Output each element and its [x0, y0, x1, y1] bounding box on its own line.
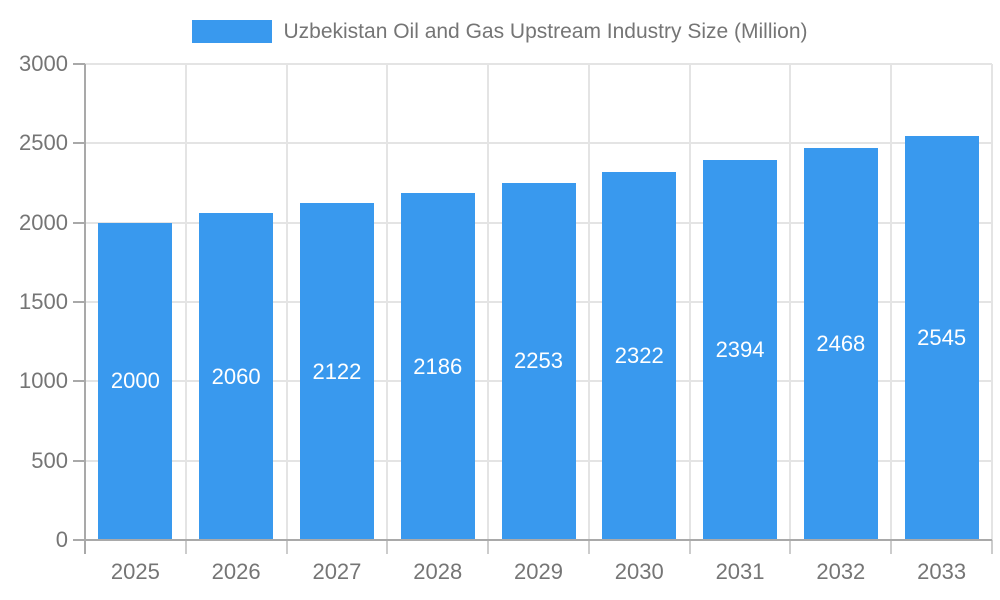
x-axis-tick	[386, 540, 389, 554]
chart-legend: Uzbekistan Oil and Gas Upstream Industry…	[0, 20, 1000, 43]
x-axis-label: 2032	[816, 559, 866, 584]
y-axis-tick	[73, 63, 85, 65]
y-axis-tick	[73, 301, 85, 303]
bar-value-label: 2253	[514, 348, 563, 374]
bar-value-label: 2394	[715, 337, 765, 363]
bar[interactable]	[904, 136, 979, 540]
gridline-horizontal	[85, 63, 992, 65]
gridline-vertical	[688, 64, 691, 540]
gridline-vertical	[487, 64, 490, 540]
y-axis-label: 2000	[19, 209, 68, 235]
gridline-vertical	[386, 64, 389, 540]
y-axis-label: 3000	[19, 51, 68, 76]
x-axis-label: 2033	[917, 559, 967, 584]
y-axis-tick	[73, 221, 85, 224]
x-axis-tick	[487, 540, 490, 554]
y-axis-tick	[73, 459, 85, 462]
x-axis-tick	[184, 540, 187, 554]
y-axis-label: 0	[55, 527, 68, 552]
y-axis-label: 1000	[19, 368, 68, 394]
bar[interactable]	[602, 171, 677, 540]
bar-value-label: 2468	[816, 331, 866, 357]
x-axis-label: 2028	[413, 559, 463, 584]
gridline-vertical	[890, 64, 893, 540]
x-axis-label: 2025	[110, 559, 160, 584]
y-axis-label: 2500	[19, 130, 68, 156]
x-axis-tick	[285, 540, 288, 554]
bar-value-label: 2186	[413, 353, 463, 379]
bar[interactable]	[400, 193, 475, 540]
bar[interactable]	[803, 148, 878, 540]
gridline-horizontal	[85, 142, 992, 145]
y-axis-label: 1500	[19, 289, 68, 314]
bar[interactable]	[703, 160, 778, 540]
bar[interactable]	[98, 222, 173, 540]
x-axis-label: 2030	[614, 559, 664, 584]
x-axis-tick	[587, 540, 590, 554]
bar[interactable]	[299, 203, 374, 540]
bar-value-label: 2545	[917, 325, 967, 351]
chart-title: Uzbekistan Oil and Gas Upstream Industry…	[283, 20, 808, 43]
x-axis-tick	[991, 540, 993, 554]
bar[interactable]	[199, 213, 274, 540]
y-axis-line	[84, 64, 86, 554]
x-axis-label: 2026	[211, 559, 261, 584]
x-axis-label: 2031	[715, 559, 765, 584]
gridline-vertical	[991, 64, 993, 540]
gridline-vertical	[789, 64, 792, 540]
gridline-vertical	[587, 64, 590, 540]
bar-value-label: 2060	[211, 363, 261, 389]
x-axis-label: 2027	[312, 559, 362, 584]
gridline-vertical	[285, 64, 288, 540]
y-axis-tick	[73, 380, 85, 383]
x-axis-tick	[890, 540, 893, 554]
bar-value-label: 2000	[110, 368, 160, 394]
bar-value-label: 2322	[614, 342, 664, 368]
legend-swatch	[192, 20, 273, 43]
y-axis-label: 500	[31, 447, 68, 473]
y-axis-tick	[73, 142, 85, 145]
x-axis-tick	[789, 540, 792, 554]
bar[interactable]	[501, 182, 576, 540]
gridline-vertical	[184, 64, 187, 540]
x-axis-tick	[688, 540, 691, 554]
x-axis-line	[73, 539, 992, 541]
x-axis-label: 2029	[514, 559, 563, 584]
bar-value-label: 2122	[312, 358, 362, 384]
